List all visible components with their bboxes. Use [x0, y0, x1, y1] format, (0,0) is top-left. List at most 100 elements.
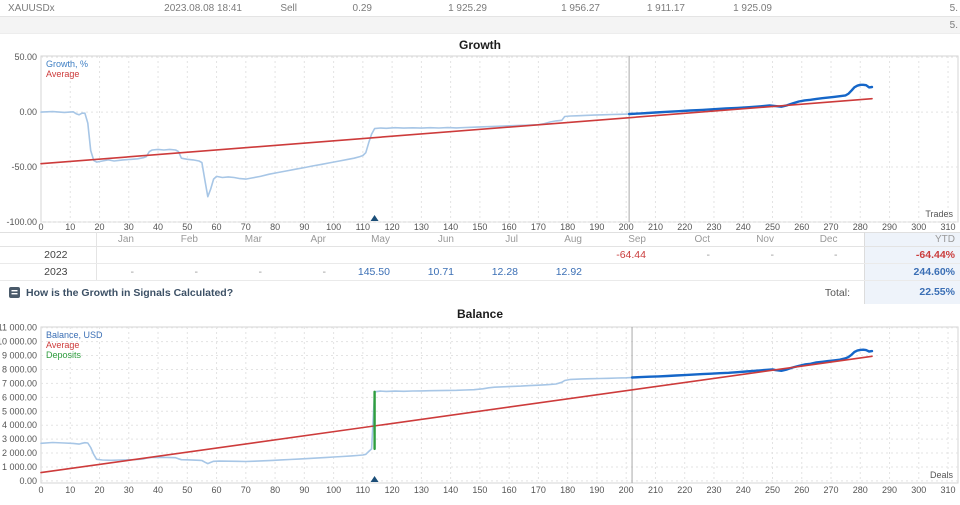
growth-xtick-label: 240	[736, 222, 751, 232]
balance-xtick-label: 0	[38, 485, 43, 495]
balance-title: Balance	[456, 307, 504, 321]
growth-xtick-label: 290	[882, 222, 897, 232]
balance-xtick-label: 120	[385, 485, 400, 495]
month-value-Jun: 10.71	[416, 263, 480, 281]
growth-footer: How is the Growth in Signals Calculated?…	[0, 281, 960, 304]
balance-ytick-label: 9 000.00	[2, 351, 37, 361]
balance-xtick-label: 310	[941, 485, 956, 495]
month-value-Apr: -	[288, 263, 352, 281]
balance-xtick-label: 280	[853, 485, 868, 495]
growth-xtick-label: 20	[95, 222, 105, 232]
position-cell-profit: 5.	[949, 2, 958, 14]
position-cell-take-profit: 1 911.17	[646, 2, 685, 14]
month-value-Jul: 12.28	[480, 263, 544, 281]
balance-xtick-label: 300	[911, 485, 926, 495]
month-value-Nov: -	[736, 246, 800, 264]
balance-xtick-label: 110	[356, 485, 370, 495]
growth-xtick-label: 50	[182, 222, 192, 232]
position-cell-price-current: 1 925.09	[733, 2, 772, 14]
position-cell-price-open: 1 925.29	[448, 2, 487, 14]
growth-xtick-label: 0	[38, 222, 43, 232]
growth-xtick-label: 160	[502, 222, 517, 232]
growth-xtick-label: 130	[414, 222, 429, 232]
balance-legend-2: Average	[46, 340, 79, 350]
growth-ytick-label: 50.00	[14, 53, 37, 62]
balance-ytick-label: 4 000.00	[2, 420, 37, 430]
month-header-YTD: YTD	[863, 232, 960, 247]
summary-row[interactable]: 5.	[0, 16, 960, 34]
position-row[interactable]: XAUUSDx 2023.08.08 18:41 Sell 0.29 1 925.29 1…	[0, 0, 960, 17]
position-cell-symbol: XAUUSDx	[8, 2, 55, 14]
month-value-Oct: -	[672, 246, 736, 264]
position-cell-price-current	[693, 17, 780, 34]
position-cell-volume	[305, 17, 380, 34]
balance-xtick-label: 160	[502, 485, 517, 495]
month-value-Jul	[480, 246, 544, 264]
growth-recent-line	[627, 83, 874, 116]
growth-xtick-label: 60	[212, 222, 222, 232]
growth-ytick-label: 0.00	[19, 107, 37, 117]
month-header-Sep: Sep	[608, 232, 672, 247]
year-label: 2023	[0, 263, 97, 281]
month-value-Jan	[96, 246, 160, 264]
balance-xtick-label: 270	[823, 485, 838, 495]
growth-xtick-label: 10	[65, 222, 75, 232]
year-label: 2022	[0, 246, 97, 264]
growth-xtick-label: 150	[472, 222, 487, 232]
balance-xtick-label: 150	[472, 485, 487, 495]
balance-ytick-label: 2 000.00	[2, 448, 37, 458]
growth-xtick-label: 40	[153, 222, 163, 232]
balance-axis-unit-label: Deals	[930, 470, 954, 480]
month-header-May: May	[352, 232, 416, 247]
balance-xtick-label: 290	[882, 485, 897, 495]
growth-ytick-label: -100.00	[6, 217, 37, 227]
growth-xtick-label: 270	[823, 222, 838, 232]
balance-xtick-label: 30	[124, 485, 134, 495]
balance-xtick-label: 130	[414, 485, 429, 495]
growth-xtick-label: 30	[124, 222, 134, 232]
position-cell-open-time	[120, 17, 250, 34]
balance-xtick-label: 220	[677, 485, 692, 495]
growth-legend-1: Growth, %	[46, 59, 88, 69]
month-value-Sep: -64.44	[608, 246, 672, 264]
month-value-Apr	[288, 246, 352, 264]
balance-legend-3: Deposits	[46, 350, 82, 360]
balance-average-line	[40, 355, 873, 474]
balance-ytick-label: 0.00	[19, 476, 37, 486]
balance-plot-area	[40, 326, 959, 484]
position-cell-symbol	[0, 17, 120, 34]
position-cell-take-profit	[608, 17, 693, 34]
month-header-Nov: Nov	[736, 232, 800, 247]
year-column-header	[0, 232, 97, 247]
balance-xtick-label: 140	[443, 485, 458, 495]
growth-title: Growth	[459, 38, 501, 52]
month-value-Dec	[800, 263, 864, 281]
month-value-Mar	[224, 246, 288, 264]
month-value-Feb	[160, 246, 224, 264]
month-value-Nov	[736, 263, 800, 281]
month-header-Jan: Jan	[96, 232, 160, 247]
month-value-Jan: -	[96, 263, 160, 281]
balance-xtick-label: 190	[589, 485, 604, 495]
growth-xtick-label: 80	[270, 222, 280, 232]
balance-xtick-label: 50	[182, 485, 192, 495]
balance-xtick-label: 250	[765, 485, 780, 495]
balance-xtick-label: 40	[153, 485, 163, 495]
growth-chart: 50.00 0.00 -50.00 -100.00 0 10 20 30 40 50 60 70 80 9…	[6, 53, 959, 232]
balance-ytick-label: 11 000.00	[0, 323, 37, 333]
balance-xtick-label: 230	[706, 485, 721, 495]
position-cell-price-open	[380, 17, 495, 34]
growth-year-row: 2023- - - -145.50 10.71 12.28 12.92 244.60%	[0, 263, 960, 281]
month-header-Feb: Feb	[160, 232, 224, 247]
growth-xtick-label: 70	[241, 222, 251, 232]
month-value-May: 145.50	[352, 263, 416, 281]
growth-xtick-label: 310	[941, 222, 956, 232]
balance-xtick-label: 70	[241, 485, 251, 495]
growth-legend-2: Average	[46, 69, 79, 79]
monthly-growth-table: Jan Feb Mar Apr May Jun Jul Aug Sep Oct Nov Dec YTD 2…	[0, 232, 960, 281]
growth-xtick-label: 170	[531, 222, 546, 232]
growth-calc-link[interactable]: How is the Growth in Signals Calculated?	[9, 287, 233, 299]
month-value-Aug	[544, 246, 608, 264]
month-value-May	[352, 246, 416, 264]
growth-history-line	[40, 110, 630, 198]
